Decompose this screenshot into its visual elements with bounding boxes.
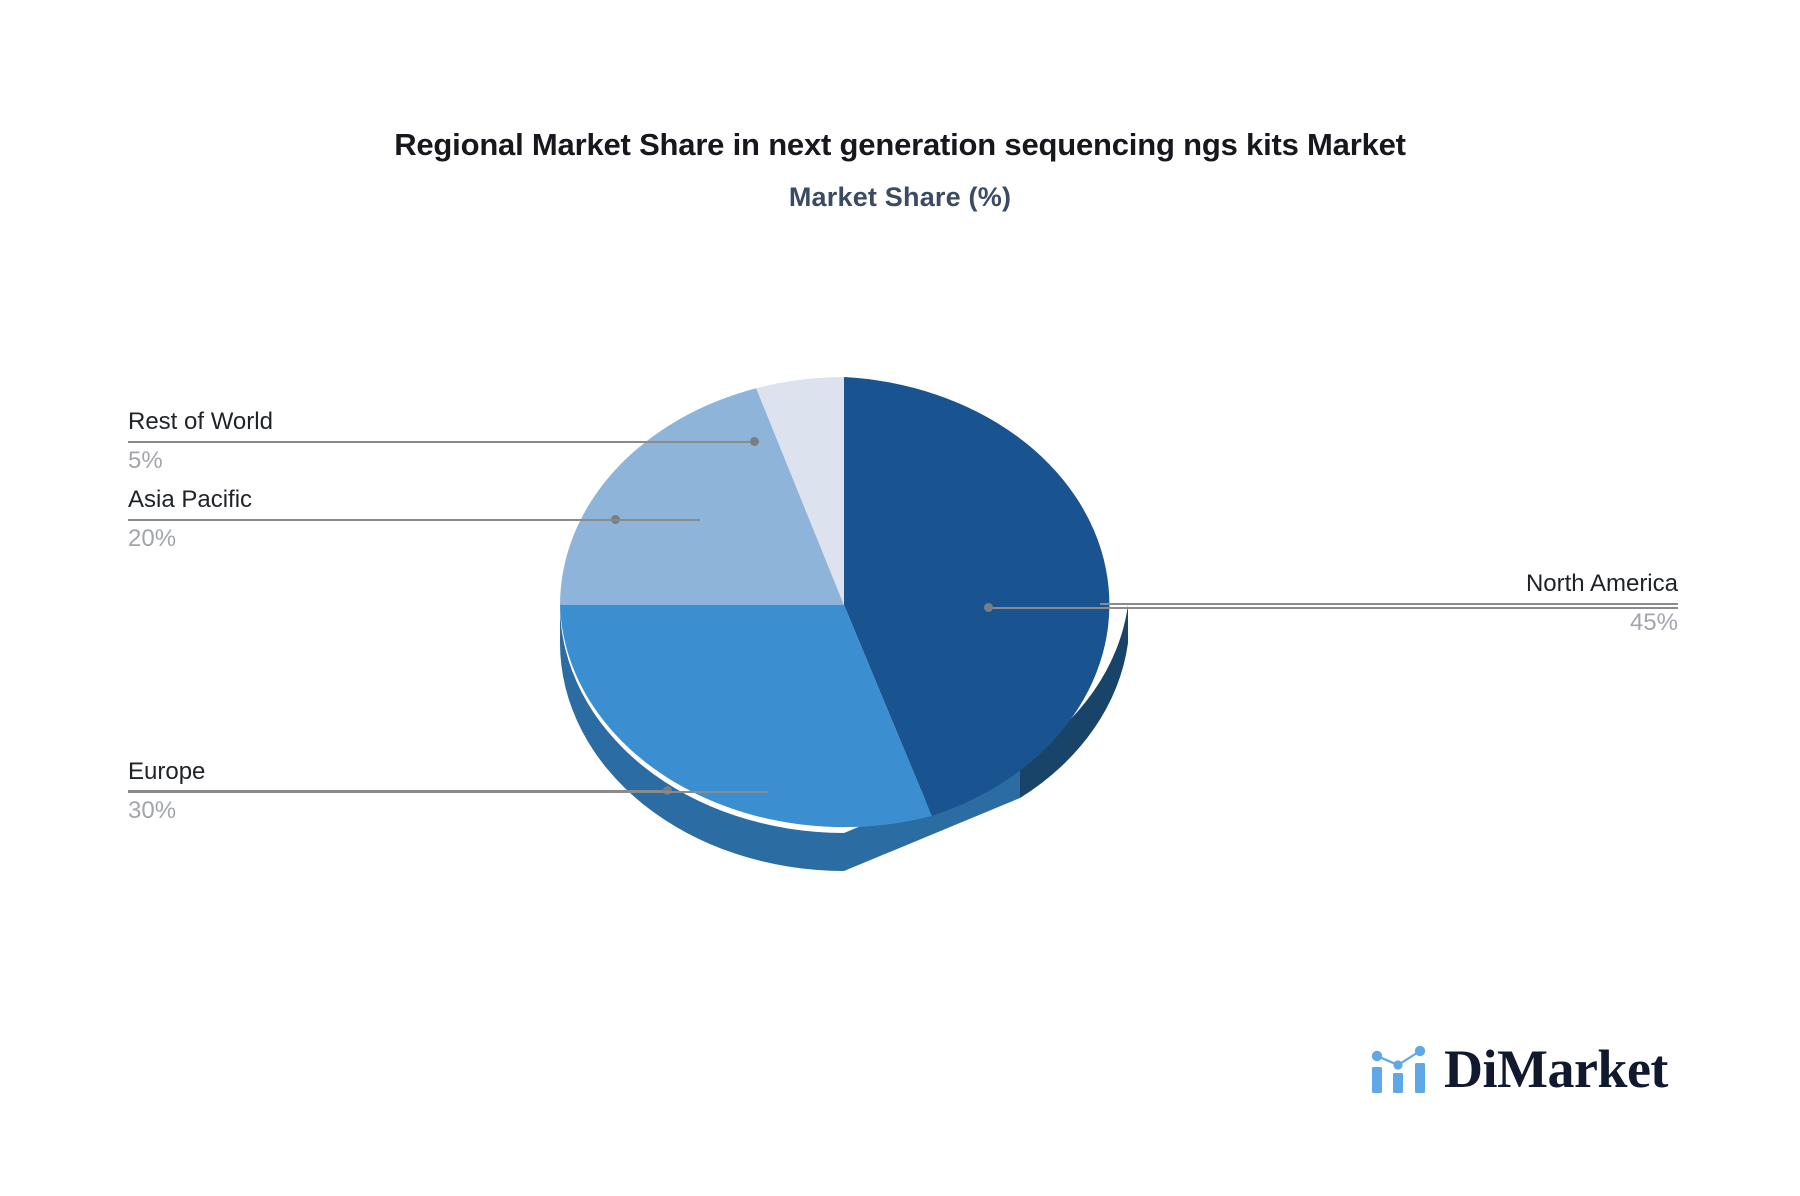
pie-slice-europe[interactable] — [560, 605, 932, 828]
pie-slice-north-america[interactable] — [844, 377, 1110, 816]
pie-side-europe — [560, 605, 844, 871]
page-title: Regional Market Share in next generation… — [394, 127, 1406, 162]
leader-dot-north-america — [984, 603, 993, 612]
pie-slice-rest-of-world[interactable] — [756, 377, 844, 605]
leader-dot-rest-of-world — [750, 437, 759, 446]
pie-chart-svg — [560, 377, 1128, 871]
pie-label-value-asia-pacific: 20% — [128, 525, 177, 553]
pie-label-value-north-america: 45% — [1629, 609, 1678, 637]
pie-slice-asia-pacific[interactable] — [560, 388, 844, 605]
pie-label-rule — [128, 441, 700, 444]
bar-chart-icon — [1371, 1045, 1426, 1093]
pie-label-rule — [128, 791, 768, 794]
pie-chart — [560, 355, 1240, 975]
leader-dot-europe — [663, 786, 672, 795]
pie-label-asia-pacific: Asia Pacific 20% — [128, 486, 700, 554]
leader-line-north-america — [988, 607, 1678, 609]
leader-line-europe — [128, 790, 668, 792]
pie-label-value-europe: 30% — [128, 797, 177, 825]
pie-label-name-rest-of-world: Rest of World — [128, 408, 273, 435]
pie-label-rule — [128, 519, 700, 522]
brand-logo-text: DiMarket — [1444, 1039, 1668, 1099]
pie-label-name-europe: Europe — [128, 758, 206, 785]
pie-label-name-asia-pacific: Asia Pacific — [128, 486, 253, 513]
pie-label-europe: Europe 30% — [128, 758, 768, 826]
chart-subtitle: Market Share (%) — [788, 182, 1012, 212]
pie-label-north-america: North America 45% — [1100, 570, 1678, 638]
pie-label-rule — [1100, 603, 1678, 606]
pie-label-name-north-america: North America — [1525, 570, 1678, 597]
brand-logo: DiMarket — [1370, 1042, 1668, 1096]
pie-label-value-rest-of-world: 5% — [128, 447, 163, 475]
pie-label-rest-of-world: Rest of World 5% — [128, 408, 700, 476]
pie-side-north-america — [1020, 605, 1128, 798]
